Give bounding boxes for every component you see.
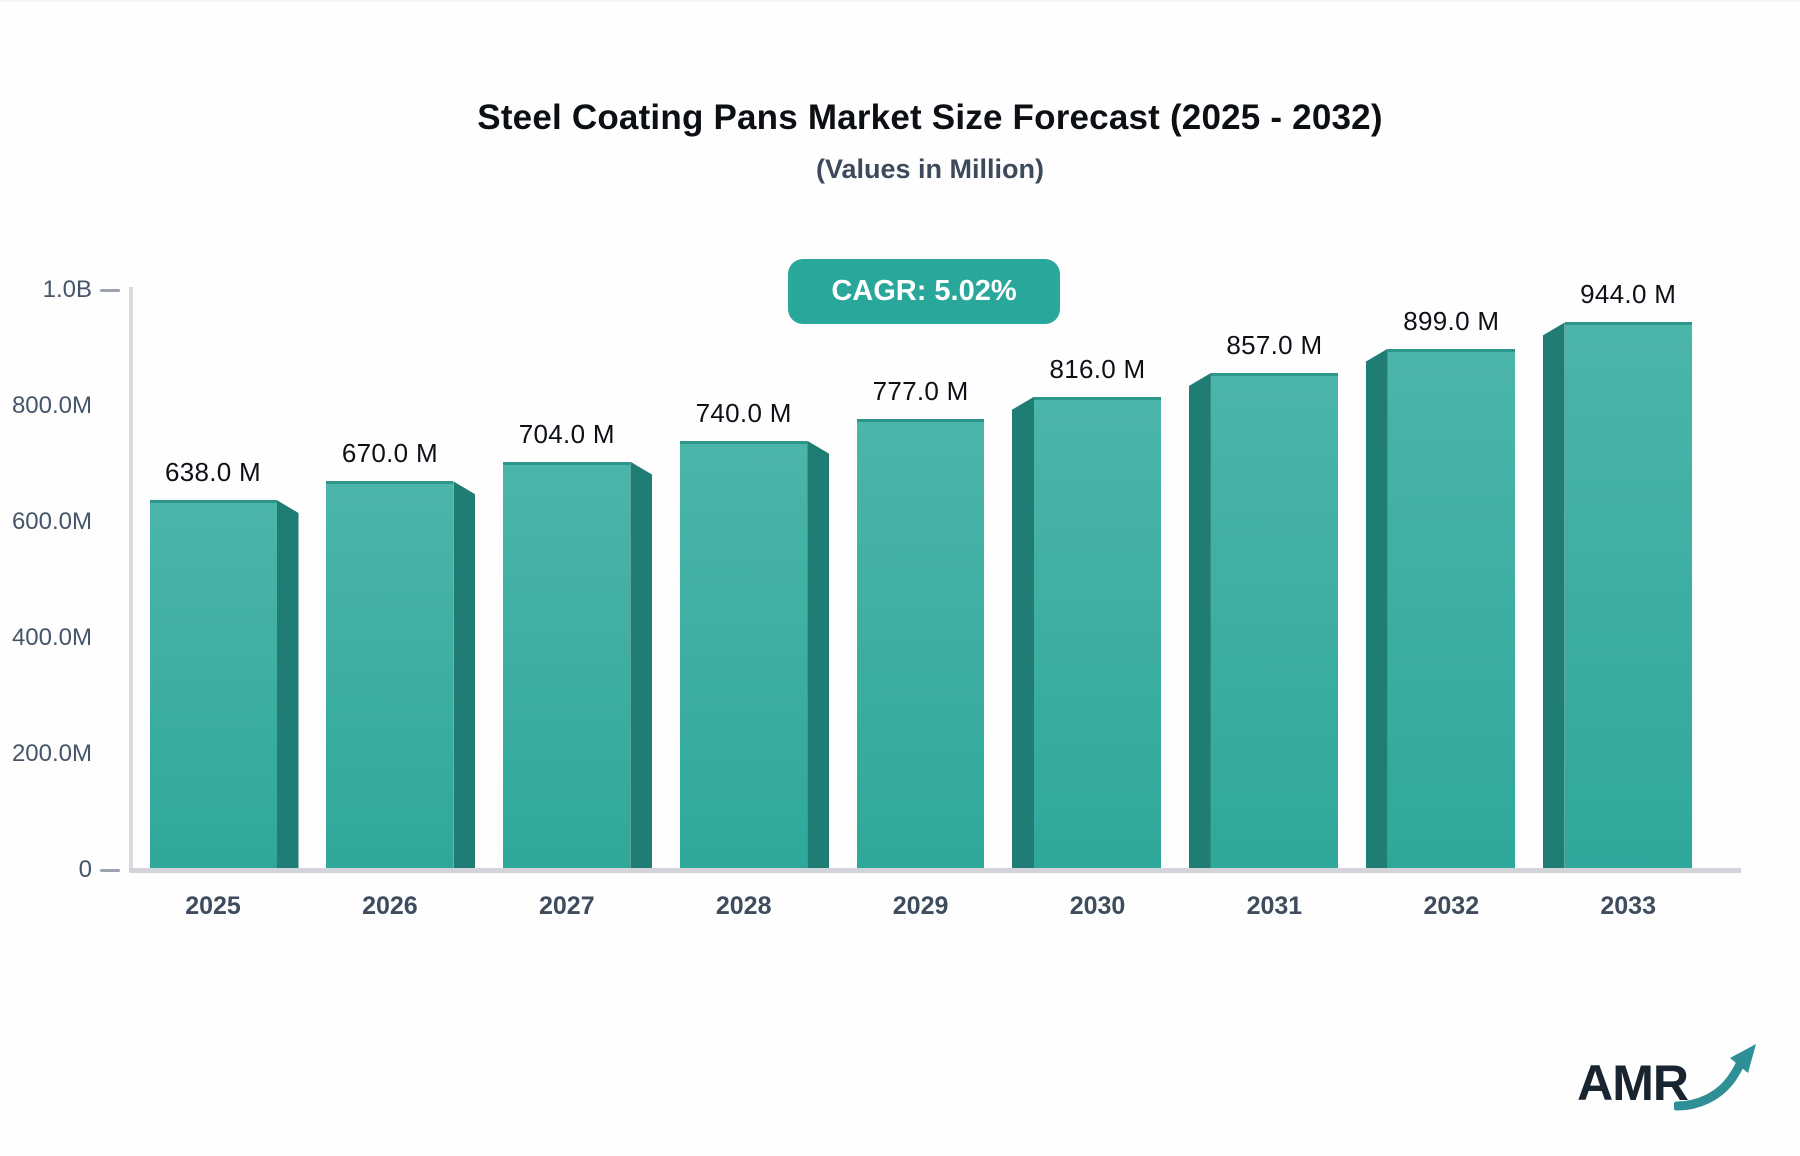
y-axis-tick-label: 800.0M — [0, 391, 120, 421]
bar-2031-side-face — [1188, 372, 1211, 870]
bar-value-label-2028: 740.0 M — [695, 397, 792, 428]
y-tick-text: 400.0M — [11, 624, 92, 651]
x-axis-label-2025: 2025 — [185, 892, 241, 920]
bar-2033-side-face — [1542, 322, 1565, 870]
x-axis-label-2029: 2029 — [892, 892, 949, 920]
x-axis-label-2033: 2033 — [1600, 892, 1656, 920]
bar-value-label-2030: 816.0 M — [1049, 353, 1146, 384]
chart-subtitle: (Values in Million) — [815, 154, 1045, 184]
x-axis-baseline — [129, 868, 1741, 873]
bar-2025 — [149, 499, 277, 870]
y-tick-dash — [100, 288, 120, 292]
bar-2029 — [857, 419, 985, 870]
cagr-badge: CAGR: 5.02% — [788, 259, 1060, 324]
bar-2028 — [680, 440, 808, 870]
amr-logo: AMR — [1577, 1040, 1758, 1111]
chart-title: Steel Coating Pans Market Size Forecast … — [477, 98, 1383, 137]
trend-up-arrow-icon — [1674, 1044, 1756, 1111]
y-tick-text: 0 — [78, 856, 92, 883]
y-axis-tick-label: 400.0M — [0, 623, 120, 653]
y-axis-line — [129, 287, 133, 873]
y-axis-tick-label: 1.0B — [0, 275, 120, 305]
amr-logo-text: AMR — [1577, 1055, 1689, 1111]
bar-2025-side-face — [276, 499, 299, 870]
bar-2027-side-face — [630, 461, 653, 870]
y-tick-text: 200.0M — [11, 740, 92, 767]
bar-2028-side-face — [807, 440, 830, 870]
bar-2026 — [326, 481, 454, 870]
x-axis-label-2032: 2032 — [1423, 892, 1480, 920]
y-tick-text: 1.0B — [42, 276, 92, 303]
bar-2027 — [503, 461, 631, 870]
bar-2030 — [1034, 396, 1161, 870]
x-axis-label-2027: 2027 — [538, 892, 595, 920]
y-tick-dash — [100, 868, 120, 872]
y-axis-tick-label: 200.0M — [0, 739, 120, 769]
x-axis-label-2026: 2026 — [362, 892, 418, 920]
y-tick-text: 600.0M — [11, 508, 92, 535]
y-tick-text: 800.0M — [11, 392, 92, 419]
y-tick-dash-slot — [92, 868, 120, 872]
bar-value-label-2025: 638.0 M — [164, 456, 262, 487]
bar-2026-side-face — [453, 481, 476, 870]
bar-2031 — [1210, 372, 1338, 870]
chart-header: Steel Coating Pans Market Size Forecast … — [60, 2, 1800, 185]
bar-value-label-2029: 777.0 M — [872, 376, 969, 407]
bar-value-label-2032: 899.0 M — [1403, 305, 1500, 336]
y-tick-dash-slot — [92, 288, 120, 292]
y-axis-tick-label: 600.0M — [0, 507, 120, 537]
y-axis-tick-label: 0 — [0, 855, 120, 885]
x-axis-label-2028: 2028 — [715, 892, 772, 920]
bar-2033 — [1564, 322, 1692, 870]
bar-value-label-2033: 944.0 M — [1580, 279, 1677, 310]
bar-value-label-2027: 704.0 M — [518, 418, 615, 449]
bar-2032 — [1387, 348, 1515, 870]
bar-2030-side-face — [1012, 396, 1034, 870]
bar-value-label-2026: 670.0 M — [341, 438, 438, 469]
bar-value-label-2031: 857.0 M — [1226, 329, 1323, 360]
x-axis-label-2031: 2031 — [1246, 892, 1303, 920]
x-axis-label-2030: 2030 — [1069, 892, 1126, 920]
bar-2032-side-face — [1365, 348, 1388, 870]
